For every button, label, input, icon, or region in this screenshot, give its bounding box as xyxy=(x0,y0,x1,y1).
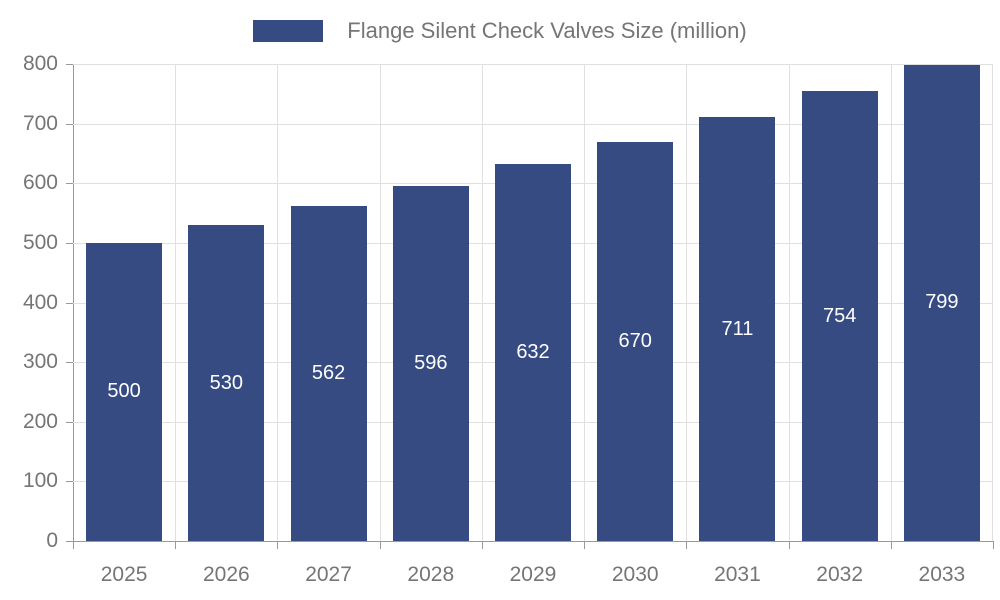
y-tick-mark xyxy=(66,362,73,364)
bar-value-label: 530 xyxy=(209,371,244,394)
y-tick-mark xyxy=(66,123,73,125)
x-tick-mark xyxy=(584,541,585,549)
h-gridline xyxy=(73,123,993,125)
y-tick-mark xyxy=(66,302,73,304)
bar-value-label: 596 xyxy=(414,351,448,374)
y-tick-label: 800 xyxy=(22,52,58,75)
y-tick-mark xyxy=(66,183,73,185)
x-tick-label: 2030 xyxy=(611,563,659,586)
y-tick-label: 100 xyxy=(22,469,58,493)
x-tick-mark xyxy=(891,541,892,549)
y-tick-mark xyxy=(66,481,73,483)
y-tick-label: 600 xyxy=(22,171,58,195)
y-tick-mark xyxy=(66,64,73,65)
y-tick-label: 300 xyxy=(22,350,58,374)
y-tick-label: 500 xyxy=(22,230,58,254)
bar-value-label: 799 xyxy=(925,291,959,314)
bar-2027[interactable]: 562 xyxy=(290,205,367,541)
y-tick-label: 400 xyxy=(22,290,58,314)
v-gridline xyxy=(686,64,687,541)
bar-value-label: 754 xyxy=(822,304,857,327)
bar-2029[interactable]: 632 xyxy=(495,164,571,541)
bar-2032[interactable]: 754 xyxy=(801,91,878,541)
x-tick-mark xyxy=(277,541,278,549)
v-gridline xyxy=(175,64,176,541)
bar-2030[interactable]: 670 xyxy=(597,141,674,541)
x-tick-mark xyxy=(482,541,483,549)
plot-area: 500 530 562 596 632 670 711 754 799 xyxy=(73,64,993,541)
x-tick-mark xyxy=(686,541,687,549)
x-tick-label: 2026 xyxy=(202,563,250,586)
v-gridline xyxy=(277,64,278,541)
bar-2028[interactable]: 596 xyxy=(392,185,469,541)
x-tick-mark xyxy=(380,541,381,549)
x-tick-label: 2028 xyxy=(407,563,455,586)
y-tick-label: 200 xyxy=(22,409,58,433)
x-tick-mark xyxy=(993,541,994,549)
y-tick-mark xyxy=(66,242,73,244)
bar-2025[interactable]: 500 xyxy=(86,242,163,541)
x-tick-label: 2025 xyxy=(100,563,148,586)
bar-value-label: 562 xyxy=(311,361,346,384)
x-tick-label: 2032 xyxy=(816,563,864,586)
legend-swatch xyxy=(253,20,324,42)
x-tick-label: 2029 xyxy=(509,563,557,586)
v-gridline xyxy=(380,64,381,541)
y-tick-label: 0 xyxy=(46,529,58,552)
x-tick-label: 2033 xyxy=(918,563,966,586)
x-axis-line xyxy=(73,541,994,542)
v-gridline xyxy=(789,64,790,541)
v-gridline xyxy=(992,64,993,541)
bar-value-label: 670 xyxy=(618,329,652,352)
legend-label: Flange Silent Check Valves Size (million… xyxy=(347,18,747,43)
x-tick-mark xyxy=(175,541,176,549)
h-gridline xyxy=(73,64,993,65)
x-tick-mark xyxy=(789,541,790,549)
bar-2031[interactable]: 711 xyxy=(699,117,776,541)
legend-item[interactable]: Flange Silent Check Valves Size (million… xyxy=(0,18,1000,44)
y-tick-mark xyxy=(66,421,73,423)
bar-2026[interactable]: 530 xyxy=(188,225,265,541)
y-tick-mark xyxy=(66,541,73,542)
x-tick-label: 2031 xyxy=(714,563,761,586)
bar-value-label: 500 xyxy=(107,380,141,403)
v-gridline xyxy=(482,64,483,541)
v-gridline xyxy=(584,64,585,541)
y-tick-label: 700 xyxy=(22,111,58,135)
x-tick-label: 2027 xyxy=(305,563,352,586)
v-gridline xyxy=(891,64,892,541)
bar-2033[interactable]: 799 xyxy=(903,64,980,541)
bar-value-label: 632 xyxy=(516,341,550,364)
x-tick-mark xyxy=(73,541,74,549)
bar-value-label: 711 xyxy=(721,317,754,340)
